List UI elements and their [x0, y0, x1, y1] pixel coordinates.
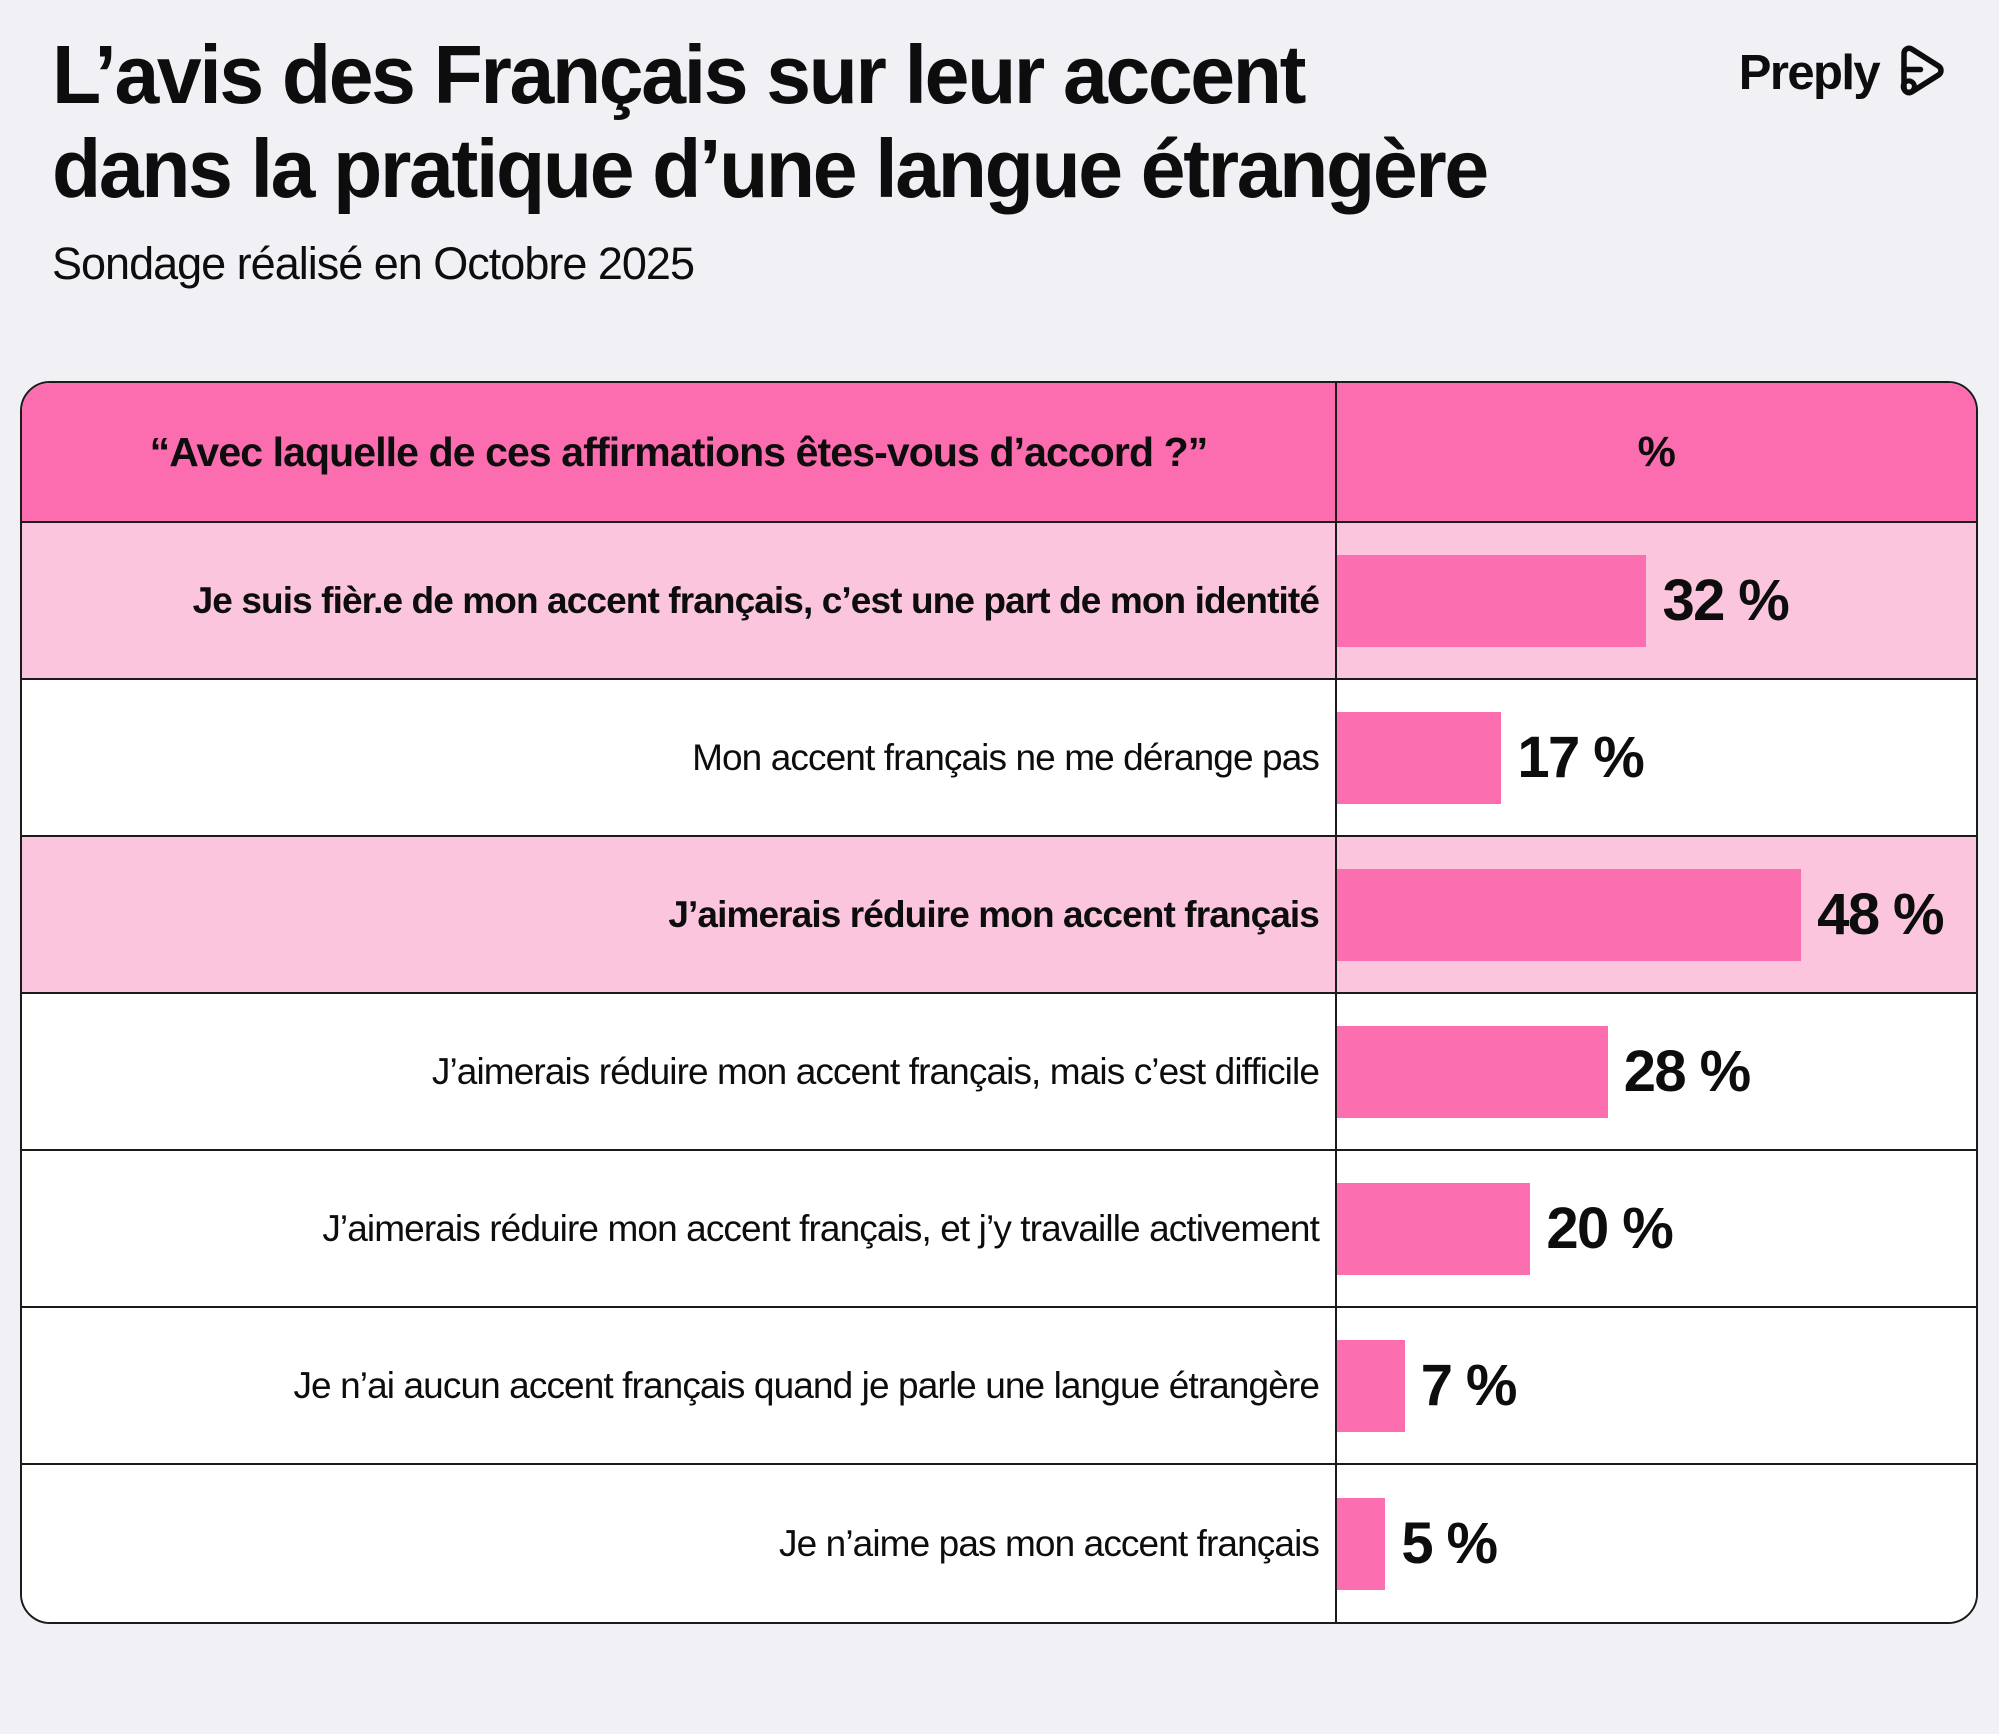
preply-play-mark-icon — [1891, 42, 1947, 105]
table-header-row: “Avec laquelle de ces affirmations êtes-… — [22, 383, 1976, 523]
row-label-cell: Je n’ai aucun accent français quand je p… — [22, 1308, 1337, 1463]
preply-logo[interactable]: Preply — [1739, 42, 1947, 105]
value-bar — [1337, 1339, 1405, 1432]
table-row: Je suis fièr.e de mon accent français, c… — [22, 523, 1976, 680]
statement-label: Je n’aime pas mon accent français — [779, 1522, 1320, 1564]
statement-label: Je suis fièr.e de mon accent français, c… — [192, 579, 1320, 621]
row-bar-cell: 7 % — [1337, 1308, 1976, 1463]
value-label: 5 % — [1401, 1510, 1498, 1576]
value-bar — [1337, 711, 1502, 804]
table-row: Mon accent français ne me dérange pas 17… — [22, 680, 1976, 837]
page-title-line-2: dans la pratique d’une langue étrangère — [52, 122, 1489, 215]
row-label-cell: J’aimerais réduire mon accent français, … — [22, 994, 1337, 1149]
value-label: 20 % — [1546, 1195, 1673, 1261]
percent-column-header: % — [1637, 427, 1676, 476]
row-label-cell: J’aimerais réduire mon accent français, … — [22, 1151, 1337, 1306]
row-label-cell: J’aimerais réduire mon accent français — [22, 837, 1337, 992]
preply-wordmark: Preply — [1738, 46, 1881, 100]
value-bar — [1337, 868, 1802, 961]
row-bar-cell: 48 % — [1337, 837, 1976, 992]
statement-label: J’aimerais réduire mon accent français, … — [431, 1050, 1320, 1092]
statement-label: J’aimerais réduire mon accent français — [668, 893, 1320, 935]
statement-label: J’aimerais réduire mon accent français, … — [322, 1207, 1320, 1249]
table-row: J’aimerais réduire mon accent français, … — [22, 994, 1976, 1151]
value-label: 7 % — [1420, 1352, 1518, 1418]
row-bar-cell: 20 % — [1337, 1151, 1976, 1306]
value-bar — [1337, 554, 1647, 647]
page-header: L’avis des Français sur leur accent dans… — [0, 0, 1999, 380]
table-row: Je n’ai aucun accent français quand je p… — [22, 1308, 1976, 1465]
value-label: 32 % — [1662, 567, 1789, 633]
value-label: 17 % — [1517, 724, 1644, 790]
statement-label: Je n’ai aucun accent français quand je p… — [293, 1364, 1319, 1406]
table-row: Je n’aime pas mon accent français 5 % — [22, 1465, 1976, 1622]
header-cell-question: “Avec laquelle de ces affirmations êtes-… — [22, 383, 1337, 521]
statement-label: Mon accent français ne me dérange pas — [692, 736, 1320, 778]
value-bar — [1337, 1025, 1608, 1118]
value-label: 48 % — [1817, 881, 1944, 947]
row-bar-cell: 17 % — [1337, 680, 1976, 835]
value-label: 28 % — [1623, 1038, 1751, 1104]
row-label-cell: Je n’aime pas mon accent français — [22, 1465, 1337, 1622]
page-title-line-1: L’avis des Français sur leur accent — [52, 28, 1306, 121]
table-row: J’aimerais réduire mon accent français, … — [22, 1151, 1976, 1308]
row-bar-cell: 28 % — [1337, 994, 1976, 1149]
value-bar — [1337, 1182, 1531, 1275]
row-label-cell: Mon accent français ne me dérange pas — [22, 680, 1337, 835]
row-label-cell: Je suis fièr.e de mon accent français, c… — [22, 523, 1337, 678]
value-bar — [1337, 1497, 1386, 1590]
title-block: L’avis des Français sur leur accent dans… — [52, 30, 1652, 290]
row-bar-cell: 32 % — [1337, 523, 1976, 678]
row-bar-cell: 5 % — [1337, 1465, 1976, 1622]
question-column-header: “Avec laquelle de ces affirmations êtes-… — [149, 428, 1209, 475]
page-subtitle: Sondage réalisé en Octobre 2025 — [52, 238, 695, 289]
header-cell-percent: % — [1337, 383, 1976, 521]
table-row: J’aimerais réduire mon accent français 4… — [22, 837, 1976, 994]
survey-results-table: “Avec laquelle de ces affirmations êtes-… — [20, 381, 1978, 1624]
